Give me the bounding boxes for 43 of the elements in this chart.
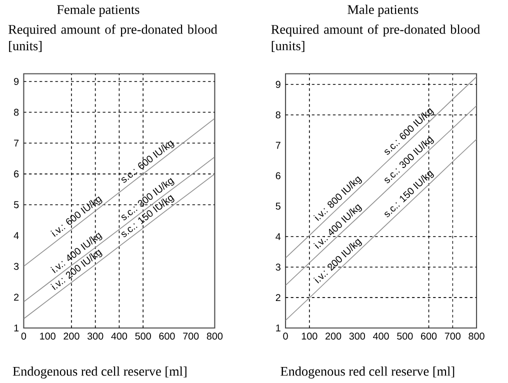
x-tick-label: 200 xyxy=(64,332,80,340)
x-tick-label: 400 xyxy=(373,332,389,340)
x-tick-label: 0 xyxy=(21,332,26,340)
y-tick-label: 2 xyxy=(14,294,19,301)
y-tick-label: 1 xyxy=(276,324,280,332)
y-tick-label: 1 xyxy=(14,324,19,332)
x-tick-label: 200 xyxy=(326,332,342,340)
y-tick-label: 4 xyxy=(276,233,281,240)
x-tick-label: 700 xyxy=(183,332,199,340)
x-tick-label: 700 xyxy=(444,332,460,340)
x-tick-label: 500 xyxy=(135,332,151,340)
line-series xyxy=(286,138,477,321)
x-tick-label: 300 xyxy=(349,332,365,340)
x-axis-title: Endogenous red cell reserve [ml] xyxy=(12,366,186,379)
y-axis-title: Required amount of pre-donated blood [units] xyxy=(271,24,480,52)
y-tick-label: 5 xyxy=(14,201,19,208)
y-tick-label: 7 xyxy=(14,140,19,147)
y-tick-label: 5 xyxy=(276,202,280,210)
y-tick-label: 8 xyxy=(276,111,280,118)
x-tick-label: 300 xyxy=(87,332,104,340)
x-tick-label: 800 xyxy=(468,332,484,340)
x-tick-label: 100 xyxy=(302,332,318,340)
y-tick-label: 8 xyxy=(14,108,19,116)
y-tick-label: 9 xyxy=(14,78,19,86)
y-tick-label: 6 xyxy=(276,172,280,180)
x-tick-label: 400 xyxy=(111,332,128,340)
x-tick-label: 600 xyxy=(421,332,437,340)
x-tick-label: 500 xyxy=(397,332,413,340)
x-tick-label: 600 xyxy=(159,332,175,340)
chart-title: Female patients xyxy=(57,4,140,17)
x-axis-title: Endogenous red cell reserve [ml] xyxy=(280,366,454,379)
chart-title: Male patients xyxy=(348,4,418,17)
y-axis-title: Required amount of pre-donated blood [units] xyxy=(8,24,218,52)
y-tick-label: 9 xyxy=(276,80,280,88)
y-tick-label: 4 xyxy=(14,232,19,240)
x-tick-label: 800 xyxy=(206,332,223,340)
y-tick-label: 3 xyxy=(14,262,19,270)
y-tick-label: 3 xyxy=(276,264,280,271)
y-tick-label: 2 xyxy=(276,294,280,302)
x-tick-label: 0 xyxy=(283,332,288,340)
x-tick-label: 100 xyxy=(40,332,56,340)
y-tick-label: 7 xyxy=(276,142,280,149)
y-tick-label: 6 xyxy=(14,170,19,178)
